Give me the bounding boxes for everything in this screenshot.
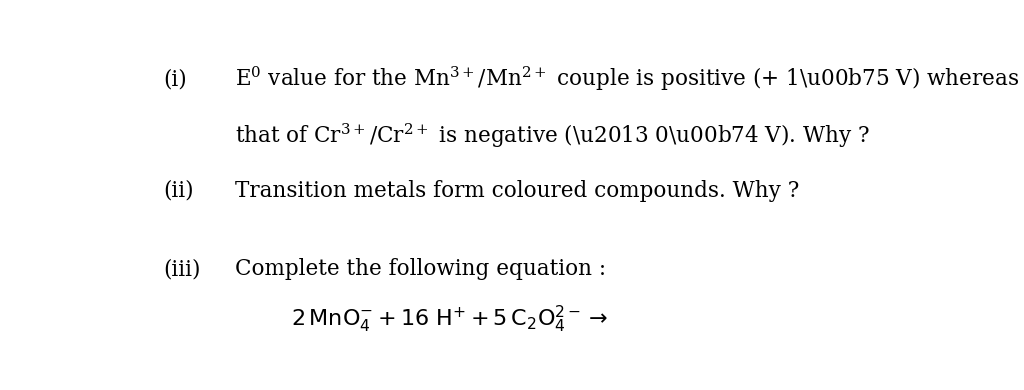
Text: that of $\mathregular{Cr^{3+}/Cr^{2+}}$ is negative (\u2013 0\u00b74 V). Why ?: that of $\mathregular{Cr^{3+}/Cr^{2+}}$ … — [236, 121, 870, 150]
Text: (ii): (ii) — [164, 180, 195, 202]
Text: Transition metals form coloured compounds. Why ?: Transition metals form coloured compound… — [236, 180, 800, 202]
Text: (iii): (iii) — [164, 258, 201, 280]
Text: Complete the following equation :: Complete the following equation : — [236, 258, 606, 280]
Text: $\mathregular{E^0}$ value for the $\mathregular{Mn^{3+}/Mn^{2+}}$ couple is posi: $\mathregular{E^0}$ value for the $\math… — [236, 64, 1019, 93]
Text: (i): (i) — [164, 69, 187, 91]
Text: $\mathregular{2\,MnO_4^{-} + 16\;H^{+} + 5\,C_2O_4^{2-} \rightarrow}$: $\mathregular{2\,MnO_4^{-} + 16\;H^{+} +… — [291, 304, 608, 335]
